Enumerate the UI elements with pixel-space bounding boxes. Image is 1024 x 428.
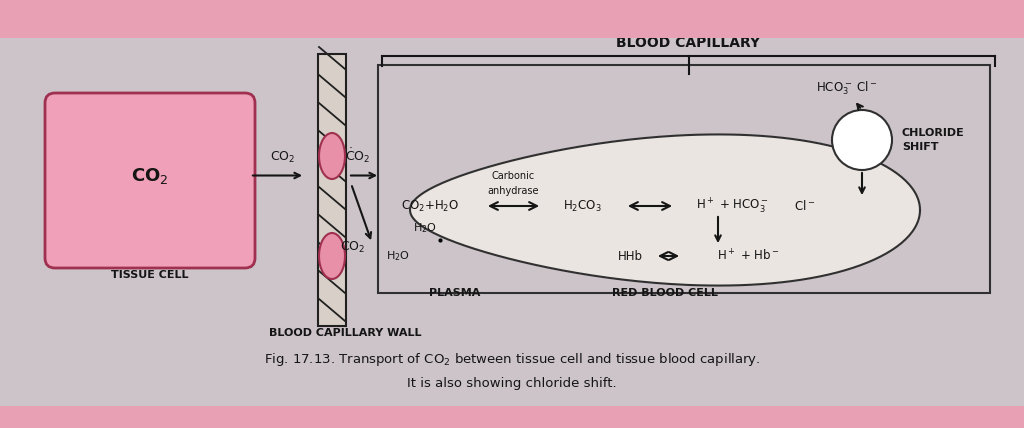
- Bar: [0, 0, 1024, 38]
- Bar: [0, 406, 1024, 428]
- Text: H$_2$O: H$_2$O: [413, 221, 437, 235]
- Text: anhydrase: anhydrase: [487, 186, 540, 196]
- Text: $\dot{\mathrm{C}}\mathrm{O}_2$: $\dot{\mathrm{C}}\mathrm{O}_2$: [345, 147, 371, 166]
- Text: CHLORIDE
SHIFT: CHLORIDE SHIFT: [902, 128, 965, 152]
- Text: CO$_2$: CO$_2$: [270, 150, 295, 166]
- Text: H$_2$O: H$_2$O: [386, 249, 410, 263]
- Text: PLASMA: PLASMA: [429, 288, 480, 298]
- Text: HHb: HHb: [617, 250, 642, 262]
- Text: CO$_2$: CO$_2$: [340, 240, 366, 255]
- Text: Cl$^-$: Cl$^-$: [795, 199, 816, 213]
- Text: H$^+$ + Hb$^-$: H$^+$ + Hb$^-$: [717, 248, 779, 264]
- Ellipse shape: [319, 133, 345, 179]
- Text: It is also showing chloride shift.: It is also showing chloride shift.: [408, 377, 616, 390]
- Text: H$^+$ + HCO$_3^-$: H$^+$ + HCO$_3^-$: [695, 196, 768, 215]
- Text: TISSUE CELL: TISSUE CELL: [112, 270, 188, 280]
- Ellipse shape: [319, 233, 345, 279]
- Text: BLOOD CAPILLARY WALL: BLOOD CAPILLARY WALL: [268, 328, 421, 338]
- FancyBboxPatch shape: [45, 93, 255, 268]
- Text: RED BLOOD CELL: RED BLOOD CELL: [612, 288, 718, 298]
- Polygon shape: [410, 134, 920, 285]
- Bar: [0, 38, 1024, 406]
- Text: H$_2$CO$_3$: H$_2$CO$_3$: [562, 199, 601, 214]
- Text: BLOOD CAPILLARY: BLOOD CAPILLARY: [616, 36, 761, 50]
- Text: CO$_2$: CO$_2$: [131, 166, 169, 185]
- Text: Carbonic: Carbonic: [492, 171, 536, 181]
- Bar: [318, 54, 346, 326]
- Text: Fig. 17.13. Transport of CO$_2$ between tissue cell and tissue blood capillary.: Fig. 17.13. Transport of CO$_2$ between …: [264, 351, 760, 369]
- Text: HCO$_3^-$ Cl$^-$: HCO$_3^-$ Cl$^-$: [816, 79, 878, 97]
- Text: CO$_2$+H$_2$O: CO$_2$+H$_2$O: [401, 199, 459, 214]
- Circle shape: [831, 110, 892, 170]
- Bar: [378, 65, 990, 293]
